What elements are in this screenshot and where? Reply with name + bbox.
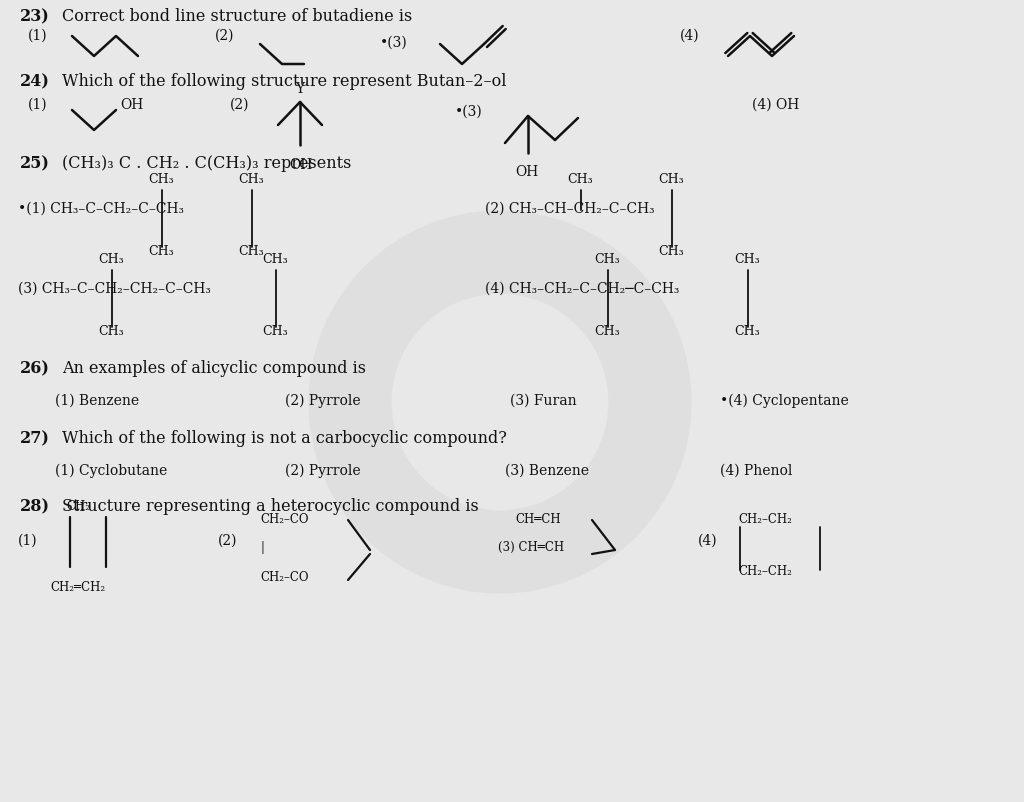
Text: CH₂–CO: CH₂–CO (260, 570, 308, 583)
Text: •(1) CH₃–C–CH₂–C–CH₃: •(1) CH₃–C–CH₂–C–CH₃ (18, 202, 184, 216)
Text: |: | (260, 541, 264, 553)
Text: (2): (2) (218, 533, 238, 547)
Text: 26): 26) (20, 359, 50, 376)
Text: 23): 23) (20, 8, 50, 25)
Text: (1): (1) (18, 533, 38, 547)
Text: CH₃: CH₃ (734, 325, 760, 338)
Text: CH═CH: CH═CH (515, 512, 560, 525)
Text: (3) Furan: (3) Furan (510, 394, 577, 407)
Text: CH₃: CH₃ (148, 245, 174, 257)
Text: (3) CH═CH: (3) CH═CH (498, 541, 564, 553)
Text: 27): 27) (20, 429, 50, 447)
Text: CH₂═CH₂: CH₂═CH₂ (50, 581, 105, 593)
Text: CH₃: CH₃ (734, 253, 760, 265)
Text: CH₃: CH₃ (148, 172, 174, 186)
Text: 28): 28) (20, 497, 50, 514)
Text: CH₃: CH₃ (98, 325, 124, 338)
Text: (2): (2) (215, 29, 234, 43)
Text: CH₃: CH₃ (658, 245, 684, 257)
Text: CH₃: CH₃ (262, 253, 288, 265)
Text: CH₃: CH₃ (238, 172, 263, 186)
Text: Which of the following structure represent Butan–2–ol: Which of the following structure represe… (62, 73, 507, 90)
Text: (2) Pyrrole: (2) Pyrrole (285, 463, 360, 477)
Text: Which of the following is not a carbocyclic compound?: Which of the following is not a carbocyc… (62, 429, 507, 447)
Text: Structure representing a heterocyclic compound is: Structure representing a heterocyclic co… (62, 497, 479, 514)
Text: (2) Pyrrole: (2) Pyrrole (285, 393, 360, 407)
Text: CH₂–CO: CH₂–CO (260, 512, 308, 525)
Text: CH₃: CH₃ (567, 172, 593, 186)
Text: (2) CH₃–CH–CH₂–C–CH₃: (2) CH₃–CH–CH₂–C–CH₃ (485, 202, 654, 216)
Text: CH₂–CH₂: CH₂–CH₂ (738, 512, 792, 525)
Text: •(4) Cyclopentane: •(4) Cyclopentane (720, 393, 849, 407)
Text: CH₃: CH₃ (98, 253, 124, 265)
Text: CH₃: CH₃ (658, 172, 684, 186)
Text: Y: Y (295, 82, 304, 96)
Text: 24): 24) (20, 73, 50, 90)
Text: Correct bond line structure of butadiene is: Correct bond line structure of butadiene… (62, 8, 413, 25)
Text: (4): (4) (680, 29, 699, 43)
Text: (4): (4) (698, 533, 718, 547)
Text: (1) Cyclobutane: (1) Cyclobutane (55, 463, 167, 477)
Text: (2): (2) (230, 98, 250, 111)
Text: CH₂–CH₂: CH₂–CH₂ (738, 565, 792, 577)
Text: 25): 25) (20, 155, 50, 172)
Text: OH: OH (120, 98, 143, 111)
Text: (4) CH₃–CH₂–C–CH₂─C–CH₃: (4) CH₃–CH₂–C–CH₂─C–CH₃ (485, 282, 679, 296)
Text: (3) Benzene: (3) Benzene (505, 464, 589, 477)
Text: (4) OH: (4) OH (752, 98, 800, 111)
Text: (CH₃)₃ C . CH₂ . C(CH₃)₃ represents: (CH₃)₃ C . CH₂ . C(CH₃)₃ represents (62, 155, 351, 172)
Text: CH₃: CH₃ (594, 253, 620, 265)
Text: (4) Phenol: (4) Phenol (720, 464, 793, 477)
Text: (1): (1) (28, 29, 48, 43)
Text: An examples of alicyclic compound is: An examples of alicyclic compound is (62, 359, 366, 376)
Text: OH: OH (289, 158, 312, 172)
Text: CH₃: CH₃ (238, 245, 263, 257)
Text: CH₃: CH₃ (594, 325, 620, 338)
Text: •(3): •(3) (380, 36, 408, 50)
Text: CH₂: CH₂ (66, 500, 90, 512)
Text: OH: OH (515, 164, 539, 179)
Text: (1) Benzene: (1) Benzene (55, 394, 139, 407)
Text: CH₃: CH₃ (262, 325, 288, 338)
Text: (1): (1) (28, 98, 48, 111)
Text: •(3): •(3) (455, 105, 482, 119)
Text: (3) CH₃–C–CH₂–CH₂–C–CH₃: (3) CH₃–C–CH₂–CH₂–C–CH₃ (18, 282, 211, 296)
